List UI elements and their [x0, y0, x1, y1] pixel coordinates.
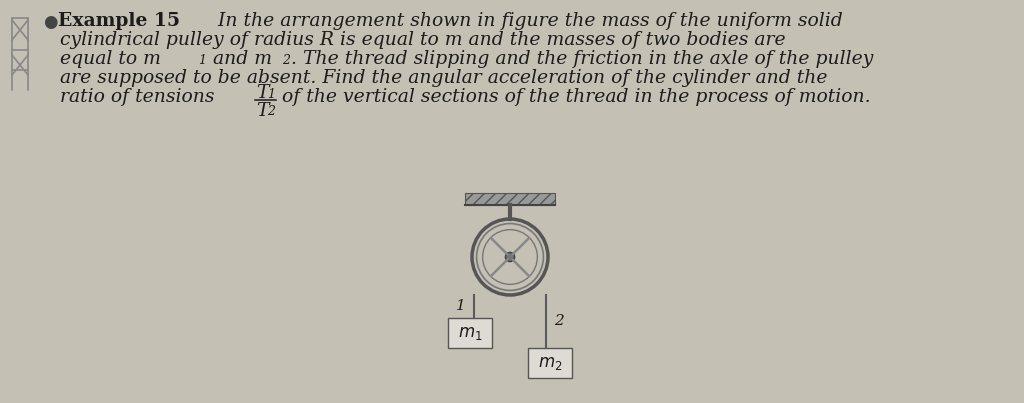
Text: 2: 2 — [554, 314, 564, 328]
Text: 2: 2 — [267, 105, 275, 118]
Text: ●: ● — [43, 13, 57, 31]
Text: 2: 2 — [282, 54, 290, 67]
Text: cylindrical pulley of radius R is equal to m and the masses of two bodies are: cylindrical pulley of radius R is equal … — [60, 31, 785, 49]
Text: of the vertical sections of the thread in the process of motion.: of the vertical sections of the thread i… — [282, 88, 870, 106]
Text: T: T — [256, 84, 268, 102]
Text: and m: and m — [207, 50, 272, 68]
Text: ratio of tensions: ratio of tensions — [60, 88, 214, 106]
Text: Example 15: Example 15 — [58, 12, 180, 30]
Text: 1: 1 — [267, 88, 275, 101]
Bar — [528, 348, 572, 378]
Text: 1: 1 — [198, 54, 206, 67]
Text: 1: 1 — [457, 299, 466, 313]
Text: equal to m: equal to m — [60, 50, 161, 68]
Circle shape — [506, 253, 514, 262]
Bar — [449, 318, 492, 348]
Bar — [465, 193, 555, 205]
Text: In the arrangement shown in figure the mass of the uniform solid: In the arrangement shown in figure the m… — [206, 12, 843, 30]
Text: are supposed to be absent. Find the angular acceleration of the cylinder and the: are supposed to be absent. Find the angu… — [60, 69, 827, 87]
Text: $m_2$: $m_2$ — [538, 355, 562, 372]
Text: T: T — [256, 102, 268, 120]
Text: . The thread slipping and the friction in the axle of the pulley: . The thread slipping and the friction i… — [291, 50, 873, 68]
Text: $m_1$: $m_1$ — [458, 324, 482, 341]
